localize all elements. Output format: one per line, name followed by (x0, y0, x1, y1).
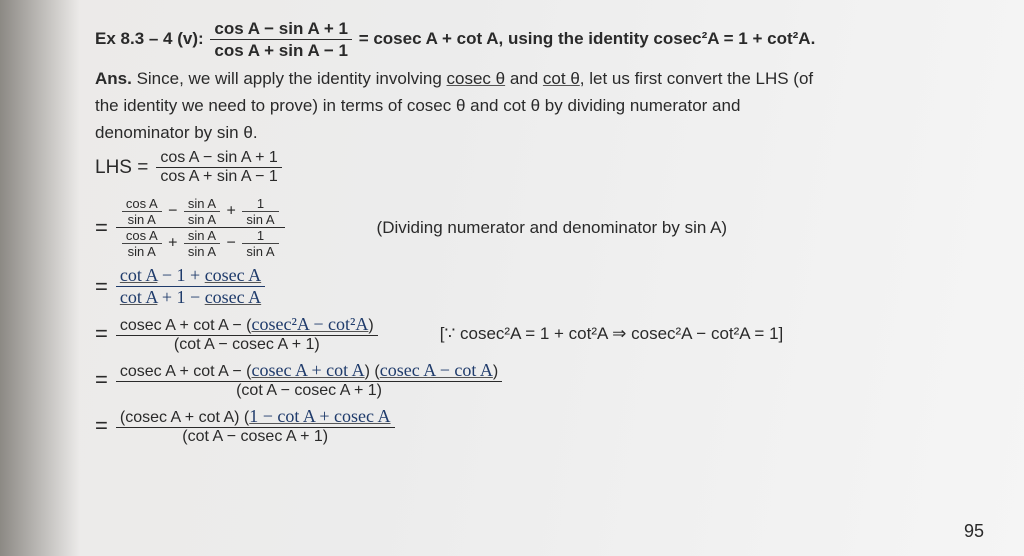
step5-num-h1: cosec A + cot A (252, 360, 365, 380)
step2-d-op1: + (168, 235, 177, 252)
step2-frac: cos Asin A − sin Asin A + 1sin A cos Asi… (116, 196, 285, 259)
step2-n-t2: sin Asin A (184, 196, 220, 227)
answer-line-2: the identity we need to prove) in terms … (95, 95, 984, 116)
ans-1b: and (505, 69, 543, 88)
step3-den-a: cot A (120, 287, 158, 307)
ex-frac: cos A − sin A + 1 cos A + sin A − 1 (210, 18, 352, 62)
step6-num: (cosec A + cot A) (1 − cot A + cosec A (116, 406, 395, 428)
step3-row: = cot A − 1 + cosec A cot A + 1 − cosec … (95, 265, 984, 308)
step2-n-op2: + (227, 203, 236, 220)
step2-eq: = (95, 215, 108, 241)
step2-den: cos Asin A + sin Asin A − 1sin A (116, 228, 285, 259)
step2-n-op1: − (168, 203, 177, 220)
ans-u2: cot θ (543, 69, 580, 88)
step2-d-t1: cos Asin A (122, 228, 162, 259)
step5-num-h2: cosec A − cot A (380, 360, 493, 380)
ans-1c: , let us first convert the LHS (of (580, 69, 813, 88)
step3-frac: cot A − 1 + cosec A cot A + 1 − cosec A (116, 265, 265, 308)
step3-den-b: cosec A (205, 287, 261, 307)
step4-note: [∵ cosec²A = 1 + cot²A ⇒ cosec²A − cot²A… (440, 324, 784, 344)
step4-num: cosec A + cot A − (cosec²A − cot²A) (116, 314, 378, 336)
step4-eq: = (95, 321, 108, 347)
step6-num-a: (cosec A + cot A) ( (120, 409, 249, 426)
lhs-frac: cos A − sin A + 1 cos A + sin A − 1 (156, 149, 281, 186)
step5-num-mid: ) ( (365, 363, 380, 380)
ex-frac-den: cos A + sin A − 1 (210, 40, 352, 61)
ans-lead: Ans. (95, 69, 132, 88)
lhs-label: LHS = (95, 157, 148, 179)
step2-num: cos Asin A − sin Asin A + 1sin A (116, 196, 285, 228)
ex-frac-num: cos A − sin A + 1 (210, 18, 352, 40)
step5-num-a: cosec A + cot A − ( (120, 363, 252, 380)
ex-rhs: = cosec A + cot A, using the identity co… (359, 29, 816, 48)
step2-d-t2: sin Asin A (184, 228, 220, 259)
page-number: 95 (964, 521, 984, 542)
answer-line-3: denominator by sin θ. (95, 122, 984, 143)
step3-num-b: cosec A (205, 265, 261, 285)
answer-line-1: Ans. Since, we will apply the identity i… (95, 68, 984, 89)
step3-num: cot A − 1 + cosec A (116, 265, 265, 287)
step5-den: (cot A − cosec A + 1) (116, 382, 502, 400)
ans-u1: cosec θ (447, 69, 506, 88)
step6-num-h: 1 − cot A + cosec A (249, 406, 390, 426)
step5-row: = cosec A + cot A − (cosec A + cot A) (c… (95, 360, 984, 400)
step2-d-op2: − (227, 235, 236, 252)
step2-n-t3: 1sin A (242, 196, 278, 227)
step5-num: cosec A + cot A − (cosec A + cot A) (cos… (116, 360, 502, 382)
step3-eq: = (95, 274, 108, 300)
step3-den: cot A + 1 − cosec A (116, 287, 265, 308)
step4-den: (cot A − cosec A + 1) (116, 336, 378, 354)
step4-num-h: cosec²A − cot²A (252, 314, 369, 334)
step6-row: = (cosec A + cot A) (1 − cot A + cosec A… (95, 406, 984, 446)
step5-frac: cosec A + cot A − (cosec A + cot A) (cos… (116, 360, 502, 400)
lhs-num: cos A − sin A + 1 (156, 149, 281, 168)
ex-label: Ex 8.3 – 4 (v): (95, 29, 204, 48)
step5-num-b: ) (493, 363, 498, 380)
ans-1a: Since, we will apply the identity involv… (132, 69, 447, 88)
lhs-den: cos A + sin A − 1 (156, 168, 281, 186)
step6-frac: (cosec A + cot A) (1 − cot A + cosec A (… (116, 406, 395, 446)
step2-note: (Dividing numerator and denominator by s… (377, 218, 728, 238)
step2-row: = cos Asin A − sin Asin A + 1sin A cos A… (95, 196, 984, 259)
lhs-row: LHS = cos A − sin A + 1 cos A + sin A − … (95, 149, 984, 186)
step4-frac: cosec A + cot A − (cosec²A − cot²A) (cot… (116, 314, 378, 354)
step4-row: = cosec A + cot A − (cosec²A − cot²A) (c… (95, 314, 984, 354)
step6-den: (cot A − cosec A + 1) (116, 428, 395, 446)
step4-num-a: cosec A + cot A − ( (120, 317, 252, 334)
step4-num-b: ) (368, 317, 373, 334)
step2-n-t1: cos Asin A (122, 196, 162, 227)
step2-d-t3: 1sin A (242, 228, 278, 259)
step3-den-mid: + 1 − (157, 287, 204, 307)
step3-num-mid: − 1 + (157, 265, 204, 285)
step6-eq: = (95, 413, 108, 439)
step3-num-a: cot A (120, 265, 158, 285)
step5-eq: = (95, 367, 108, 393)
page: Ex 8.3 – 4 (v): cos A − sin A + 1 cos A … (0, 0, 1024, 556)
exercise-heading: Ex 8.3 – 4 (v): cos A − sin A + 1 cos A … (95, 18, 984, 62)
